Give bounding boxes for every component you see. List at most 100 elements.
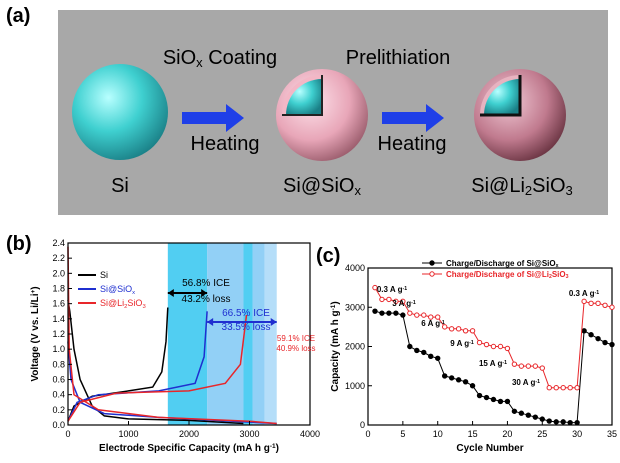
data-point	[602, 302, 608, 308]
text-part: -1	[469, 340, 474, 346]
data-point	[581, 328, 587, 334]
text-part: x	[354, 183, 361, 198]
x-tick-label: 0	[365, 429, 370, 439]
shaded-region	[207, 243, 244, 425]
text-part: 3 A g	[392, 299, 411, 308]
y-tick-label: 1000	[345, 381, 365, 391]
data-point	[400, 298, 406, 305]
data-point	[400, 312, 406, 318]
text-part: -1	[595, 290, 600, 296]
data-point	[414, 312, 420, 318]
data-point	[518, 410, 525, 416]
text-part: )	[276, 443, 279, 454]
annotation: 59.1% ICE	[277, 334, 315, 343]
text-part: x	[556, 263, 559, 269]
annotation: 66.5% ICE	[222, 308, 270, 319]
x-tick-label: 4000	[300, 429, 320, 439]
y-tick-label: 1.0	[52, 344, 65, 354]
data-point	[525, 363, 532, 369]
text-part: SiO	[532, 175, 565, 197]
x-tick-label: 30	[572, 429, 582, 439]
panel-label: (b)	[6, 233, 32, 255]
arrow	[382, 104, 444, 132]
y-tick-label: 2.2	[52, 253, 65, 263]
y-tick-label: 0.4	[52, 390, 65, 400]
y-tick-label: 1.6	[52, 299, 65, 309]
x-tick-label: 15	[468, 429, 478, 439]
text-part: 0.3 A g	[377, 285, 403, 294]
data-point	[553, 385, 559, 391]
data-point	[462, 328, 469, 334]
data-point	[588, 300, 594, 307]
data-point	[511, 361, 518, 367]
data-point	[441, 324, 448, 330]
data-point	[574, 385, 580, 391]
data-point	[435, 314, 441, 320]
data-point	[386, 296, 392, 303]
step-label: Heating	[378, 133, 447, 155]
text-part: -1	[270, 443, 276, 450]
data-point	[428, 314, 434, 320]
text-part: 3	[142, 304, 145, 310]
data-point	[386, 310, 392, 316]
x-tick-label: 2000	[179, 429, 199, 439]
y-tick-label: 0.2	[52, 405, 65, 415]
data-point	[407, 310, 413, 316]
panel-label: (a)	[6, 5, 30, 27]
step-label: Prelithiation	[346, 47, 451, 69]
data-point	[435, 355, 441, 361]
text-part: Charge/Discharge of Si@Li	[446, 270, 549, 279]
data-point	[462, 379, 469, 385]
data-point	[476, 339, 483, 346]
text-part: -1	[330, 304, 337, 310]
annotation: 33.5% loss	[222, 322, 271, 333]
data-point	[469, 383, 476, 389]
text-part: 9 A g	[450, 339, 469, 348]
data-point	[609, 304, 615, 310]
text-part: -1	[502, 360, 507, 366]
data-point	[511, 408, 518, 414]
text-part: x	[132, 290, 135, 296]
x-tick-label: 3000	[239, 429, 259, 439]
text-part: 3	[566, 274, 569, 280]
text-part: 15 A g	[479, 359, 503, 368]
data-point	[483, 394, 490, 401]
x-tick-label: 5	[400, 429, 405, 439]
text-part: 30 A g	[512, 378, 536, 387]
y-tick-label: 0.6	[52, 375, 65, 385]
data-point	[567, 385, 573, 391]
data-point	[497, 343, 504, 350]
rate-label: 3 A g-1	[392, 299, 416, 308]
data-point	[421, 312, 427, 318]
text-part: Cycle Number	[456, 443, 523, 454]
data-point	[414, 347, 420, 354]
y-axis-label: Voltage (V vs. Li/Li+)	[30, 286, 41, 381]
data-point	[518, 363, 525, 369]
data-point	[609, 341, 615, 348]
data-point	[546, 385, 552, 391]
shaded-region	[167, 243, 208, 425]
data-point	[476, 392, 483, 399]
legend-marker	[429, 260, 435, 266]
legend-label: Si	[100, 270, 108, 280]
step-label: Heating	[191, 133, 260, 155]
y-tick-label: 0	[360, 420, 365, 430]
data-point	[532, 414, 539, 420]
data-point	[379, 296, 385, 303]
legend-label: Charge/Discharge of Si@SiOx	[446, 259, 559, 269]
y-tick-label: 4000	[345, 263, 365, 273]
data-point	[372, 284, 378, 291]
data-point	[532, 363, 539, 369]
material-label: Si	[111, 175, 129, 197]
text-part: -1	[440, 320, 445, 326]
data-point	[595, 300, 601, 307]
x-axis-label: Electrode Specific Capacity (mA h g-1)	[99, 443, 279, 454]
text-part: 2	[549, 274, 552, 280]
data-point	[504, 398, 511, 405]
data-point	[497, 398, 504, 405]
data-point	[379, 310, 385, 316]
data-point	[455, 377, 462, 383]
data-point	[448, 375, 455, 381]
data-point	[525, 412, 532, 418]
